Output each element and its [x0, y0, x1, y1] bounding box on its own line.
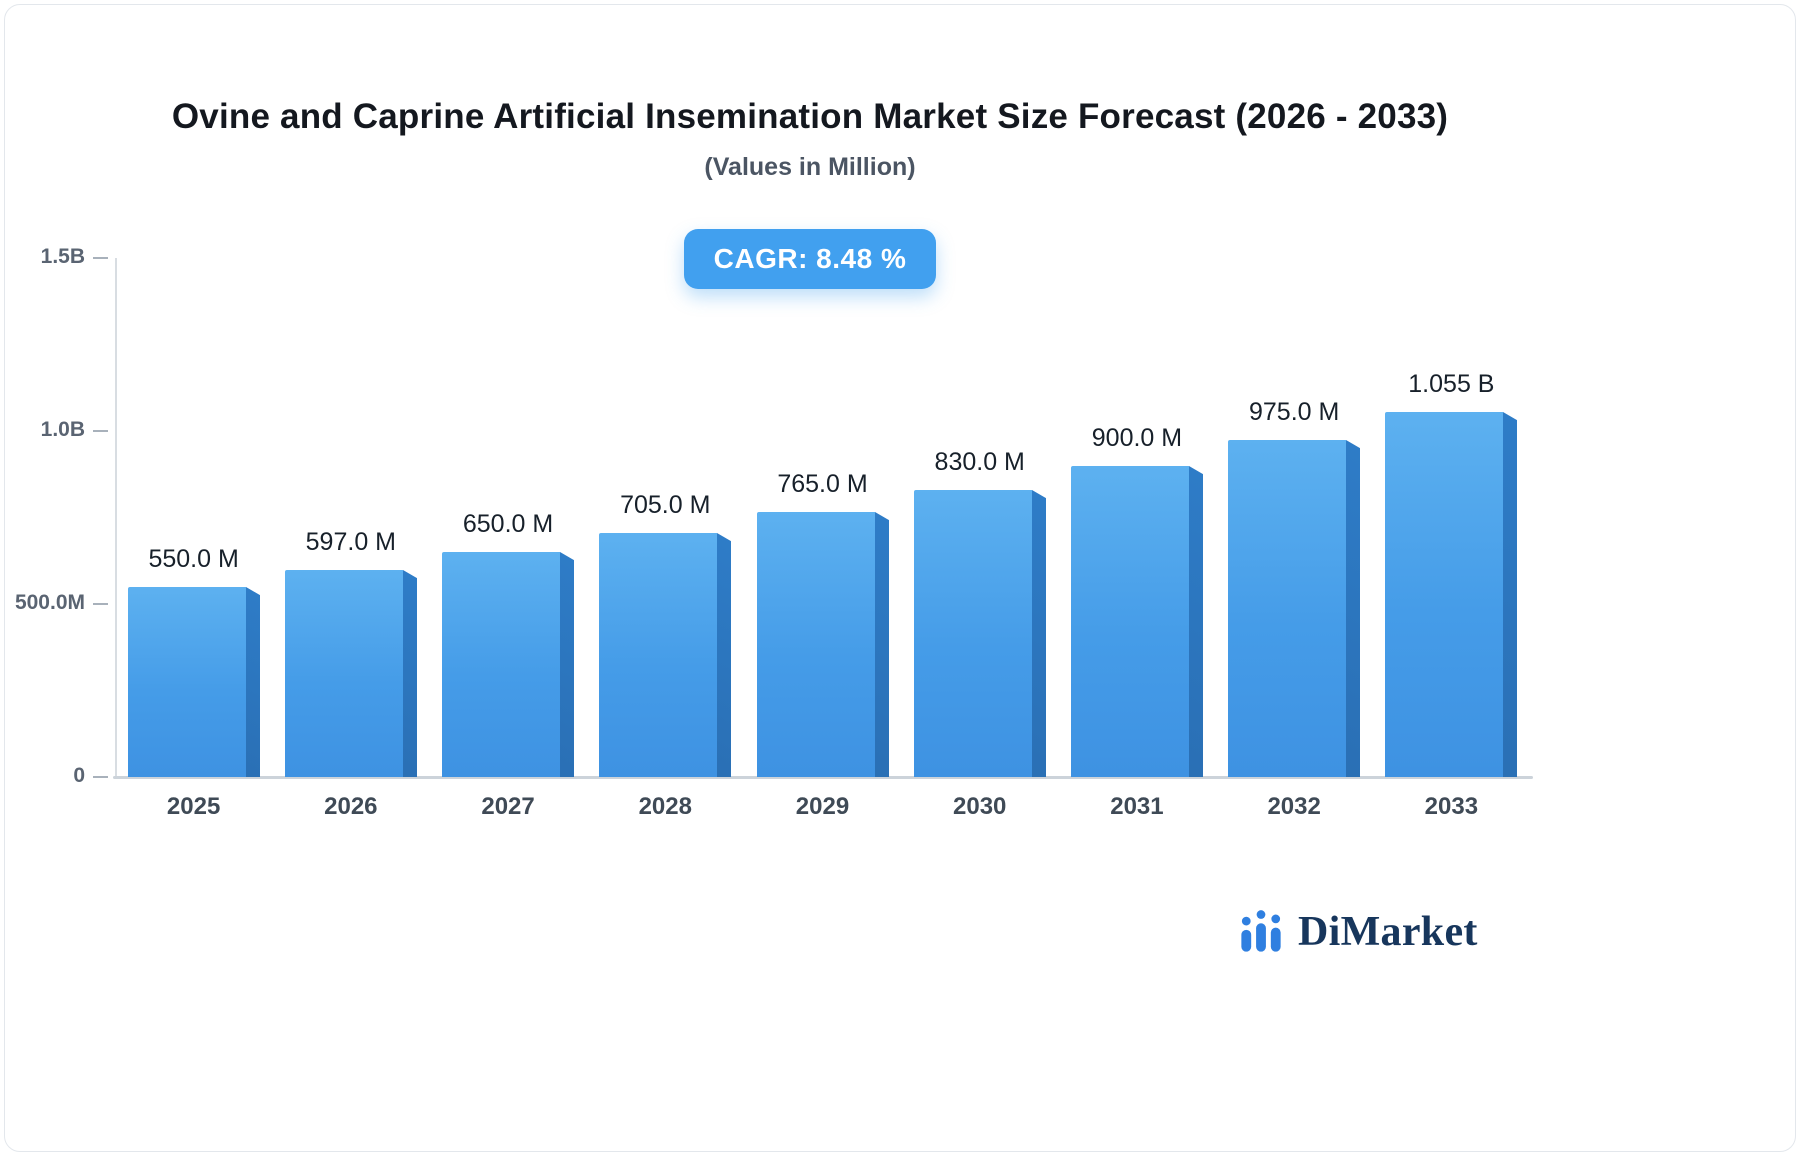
y-tick-label: 1.5B [40, 245, 85, 268]
x-tick-label-2032: 2032 [1267, 793, 1321, 820]
y-tick-dash [93, 257, 108, 259]
bar-value-label: 975.0 M [1248, 398, 1340, 426]
x-tick-label-2026: 2026 [324, 793, 378, 820]
bar-2027 [442, 552, 575, 777]
bar-front-face [599, 533, 718, 777]
cagr-badge: CAGR: 8.48 % [683, 229, 937, 289]
bar-2026 [284, 570, 417, 777]
x-axis-line [113, 776, 1533, 779]
bar-value-label: 830.0 M [934, 448, 1025, 476]
x-tick-label-2029: 2029 [795, 793, 850, 820]
chart-card: Ovine and Caprine Artificial Inseminatio… [4, 4, 1796, 1152]
bar-2032 [1228, 440, 1361, 777]
x-tick-label-2030: 2030 [953, 793, 1007, 820]
bar-value-label: 765.0 M [777, 470, 868, 498]
x-tick-label-2025: 2025 [166, 793, 221, 820]
bar-front-face [1228, 440, 1347, 777]
bar-2025 [127, 587, 260, 777]
x-tick-label-2028: 2028 [638, 793, 692, 820]
bar-front-face [1070, 466, 1189, 777]
bar-side-face [1031, 490, 1046, 777]
x-tick-label-2033: 2033 [1424, 793, 1479, 820]
bar-front-face [1385, 412, 1504, 777]
y-tick-label: 500.0M [14, 591, 85, 614]
bar-front-face [913, 490, 1032, 777]
bar-chart: 1.5B 1.0B 500.0M 0 550.0 M 2025 597.0 M 2026 650… [5, 5, 1795, 1151]
bar-front-face [127, 587, 246, 777]
bar-value-label: 550.0 M [148, 545, 239, 573]
bar-value-label: 705.0 M [620, 491, 711, 519]
x-tick-label-2027: 2027 [481, 793, 535, 820]
bar-front-face [442, 552, 561, 777]
bar-side-face [402, 570, 417, 777]
bar-2030 [913, 490, 1046, 777]
bar-2029 [756, 512, 889, 777]
bar-side-face [1188, 466, 1203, 777]
y-tick-label: 1.0B [40, 418, 85, 441]
dimarket-logo: DiMarket [1237, 908, 1478, 956]
bar-side-face [717, 533, 732, 777]
bar-value-label: 1.055 B [1408, 370, 1495, 398]
bar-front-face [756, 512, 875, 777]
dimarket-logo-text: DiMarket [1298, 909, 1478, 955]
bar-value-label: 597.0 M [305, 528, 396, 556]
bar-side-face [874, 512, 889, 777]
dimarket-logo-icon [1241, 910, 1281, 952]
bar-side-face [560, 552, 575, 777]
page-subtitle: (Values in Million) [704, 153, 916, 181]
y-tick-dash [93, 776, 108, 778]
y-tick-dash [93, 603, 108, 605]
y-tick-dash [93, 430, 108, 432]
bar-2031 [1070, 466, 1203, 777]
y-tick-label: 0 [73, 764, 85, 787]
bar-2028 [599, 533, 732, 777]
bar-value-label: 650.0 M [462, 510, 554, 538]
bar-2033 [1385, 412, 1518, 777]
page-title: Ovine and Caprine Artificial Inseminatio… [171, 97, 1449, 136]
bar-front-face [284, 570, 403, 777]
bar-side-face [245, 587, 260, 777]
bar-value-label: 900.0 M [1091, 424, 1183, 452]
bar-side-face [1503, 412, 1518, 777]
y-axis-line [115, 258, 117, 778]
cagr-badge-row: CAGR: 8.48 % [5, 229, 1615, 289]
x-tick-label-2031: 2031 [1110, 793, 1164, 820]
bar-side-face [1346, 440, 1361, 777]
